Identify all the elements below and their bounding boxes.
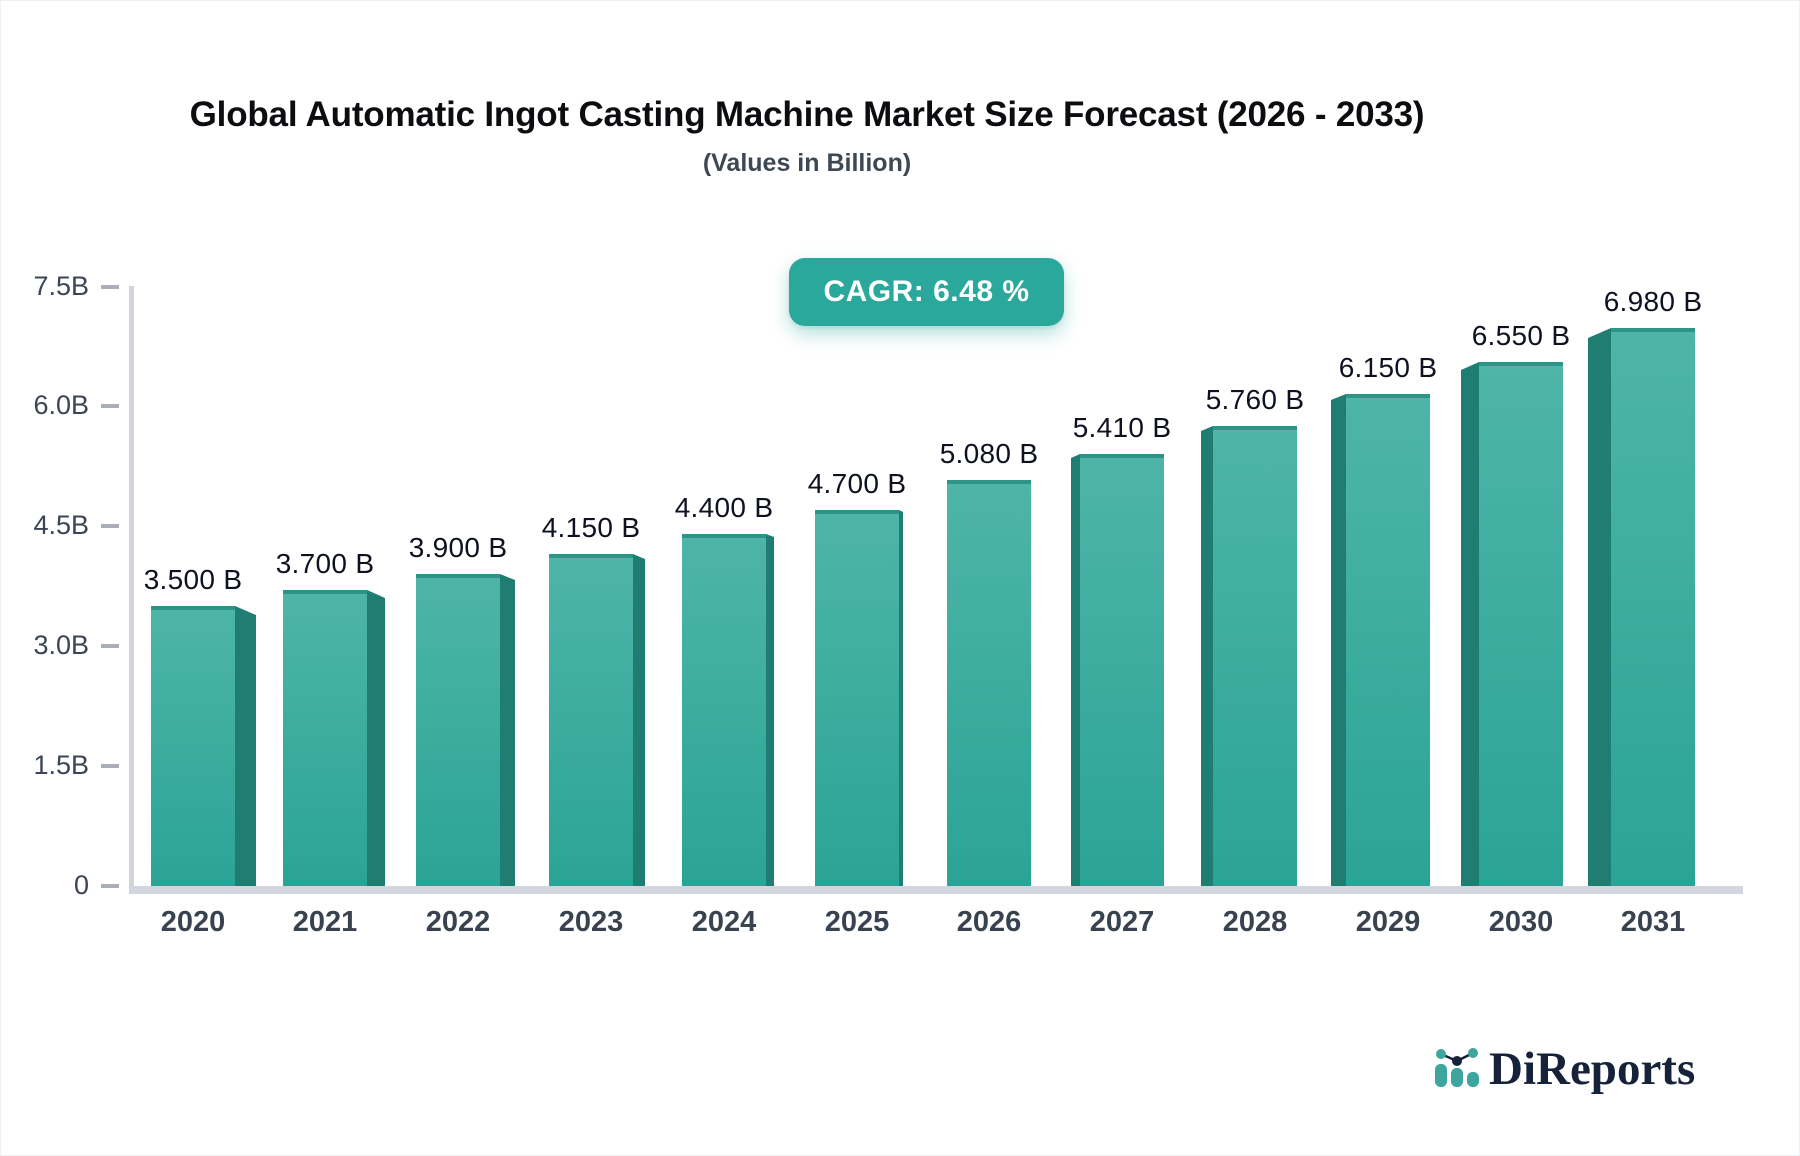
bar-value-label: 3.700 B (275, 548, 375, 579)
y-axis-label: 6.0B (33, 390, 89, 421)
y-axis-label: 7.5B (33, 270, 89, 301)
bar-side-face (500, 574, 515, 886)
bar (283, 590, 367, 886)
x-axis-label: 2030 (1488, 906, 1554, 938)
y-axis-tick (101, 644, 119, 649)
x-axis-label: 2025 (824, 906, 890, 938)
x-axis-label: 2031 (1620, 906, 1686, 938)
bar (549, 554, 633, 886)
bar (1213, 426, 1297, 886)
bar-top-edge (549, 554, 633, 558)
y-axis-tick (101, 524, 119, 529)
bar (1346, 394, 1430, 886)
bar-value-label: 4.400 B (674, 492, 774, 523)
y-axis-label: 1.5B (33, 750, 89, 781)
bar-side-face (1071, 454, 1080, 886)
bar-top-edge (1611, 328, 1695, 332)
bar-value-label: 4.700 B (807, 468, 907, 499)
chart-subtitle: (Values in Billion) (702, 149, 912, 177)
bar (1080, 454, 1164, 886)
x-axis-baseline (129, 886, 1743, 894)
bar-value-label: 6.550 B (1471, 320, 1571, 351)
bar-top-edge (682, 534, 766, 538)
bar-top-edge (1080, 454, 1164, 458)
y-axis-label: 3.0B (33, 630, 89, 661)
x-axis-label: 2029 (1355, 906, 1421, 938)
bar (1611, 328, 1695, 886)
y-axis-tick (101, 764, 119, 769)
y-axis-tick (101, 404, 119, 409)
brand-logo: DiReports (1431, 1037, 1695, 1101)
x-axis-label: 2024 (691, 906, 757, 938)
logo-bar-chart-icon (1435, 1048, 1479, 1087)
bar-top-edge (947, 480, 1031, 484)
cagr-badge-label: CAGR: 6.48 % (823, 275, 1030, 308)
cagr-badge: CAGR: 6.48 % (789, 258, 1064, 326)
bar (1479, 362, 1563, 886)
bar (151, 606, 235, 886)
bar (815, 510, 899, 886)
bar-value-label: 6.980 B (1603, 286, 1703, 317)
y-axis-line (129, 286, 134, 894)
bar (416, 574, 500, 886)
bar-side-face (1588, 328, 1611, 886)
bar-top-edge (416, 574, 500, 578)
y-axis-label: 0 (73, 870, 89, 900)
bar-side-face (1461, 362, 1479, 886)
bar-value-label: 4.150 B (541, 512, 641, 543)
bar (682, 534, 766, 886)
bar-side-face (1331, 394, 1346, 886)
bar-top-edge (815, 510, 899, 514)
bar-side-face (235, 606, 256, 886)
bar-top-edge (151, 606, 235, 610)
y-axis-label: 4.5B (33, 510, 89, 541)
bar-top-edge (1346, 394, 1430, 398)
bar-side-face (633, 554, 645, 886)
chart-title: Global Automatic Ingot Casting Machine M… (189, 95, 1425, 134)
y-axis-tick (101, 884, 119, 888)
bar-value-label: 5.760 B (1205, 384, 1305, 415)
bar-top-edge (1213, 426, 1297, 430)
x-axis-label: 2027 (1089, 906, 1155, 938)
bar-side-face (899, 510, 903, 886)
y-axis-tick (101, 284, 119, 289)
x-axis-label: 2020 (160, 906, 226, 938)
x-axis-label: 2023 (558, 906, 624, 938)
x-axis-label: 2022 (425, 906, 491, 938)
x-axis-label: 2021 (292, 906, 358, 938)
x-axis-label: 2028 (1222, 906, 1288, 938)
bar-value-label: 5.410 B (1072, 412, 1172, 443)
bar-value-label: 3.900 B (408, 532, 508, 563)
bar-top-edge (1479, 362, 1563, 366)
bar-side-face (367, 590, 385, 886)
x-axis-label: 2026 (956, 906, 1022, 938)
bar-value-label: 5.080 B (939, 438, 1039, 469)
bar (947, 480, 1031, 886)
bar-side-face (1201, 426, 1213, 886)
bar-value-label: 6.150 B (1338, 352, 1438, 383)
bar-top-edge (283, 590, 367, 594)
bar-side-face (766, 534, 774, 886)
bar-value-label: 3.500 B (143, 564, 243, 595)
brand-logo-text: DiReports (1489, 1043, 1696, 1095)
